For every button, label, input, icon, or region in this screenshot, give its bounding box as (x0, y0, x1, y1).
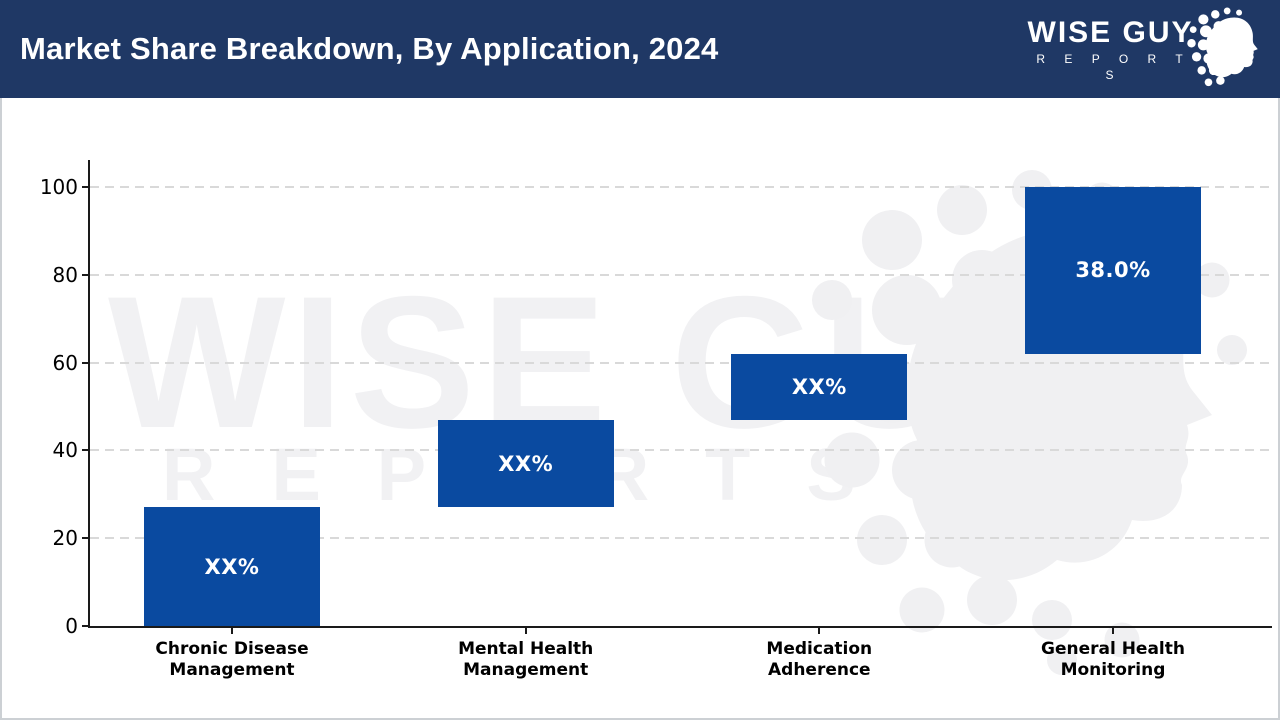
bar-value-label: XX% (498, 451, 554, 476)
y-axis (88, 160, 90, 628)
y-tick-label: 20 (52, 526, 78, 551)
category-label-line: Monitoring (1060, 660, 1166, 680)
category-label-line: Mental Health (458, 639, 594, 659)
y-tick-mark (82, 273, 90, 276)
y-tick-label: 40 (52, 438, 78, 463)
brand-name: WISE GUY (1027, 15, 1194, 49)
gridline (90, 186, 1272, 188)
y-tick-mark (82, 449, 90, 452)
category-label: General Health Monitoring (983, 639, 1243, 681)
y-tick-label: 100 (39, 175, 78, 199)
bar-value-label: XX% (204, 554, 260, 579)
y-tick-label: 0 (65, 614, 78, 638)
category-label-line: Medication (766, 639, 873, 659)
y-tick-mark (82, 537, 90, 540)
bar-3: XX% (731, 353, 908, 420)
gridline (90, 449, 1272, 452)
gridline (90, 273, 1272, 276)
page-title: Market Share Breakdown, By Application, … (20, 31, 719, 66)
brand-subtitle: R E P O R T S (1036, 51, 1191, 82)
y-tick-mark (82, 625, 90, 627)
brand-head-icon (1187, 7, 1258, 87)
y-tick-label: 80 (52, 262, 78, 287)
category-label-line: Management (463, 660, 589, 680)
x-tick-mark (1112, 626, 1114, 634)
y-tick-mark (82, 361, 90, 364)
bar-1: XX% (144, 507, 320, 626)
x-tick-mark (524, 626, 527, 634)
y-tick-label: 60 (52, 350, 78, 375)
bar-2: XX% (437, 419, 614, 508)
y-tick-mark (82, 186, 90, 188)
category-label: Medication Adherence (689, 639, 949, 681)
bar-4: 38.0% (1025, 187, 1201, 354)
x-tick-mark (818, 626, 821, 634)
x-axis (88, 626, 1272, 628)
header-bar: Market Share Breakdown, By Application, … (0, 0, 1280, 98)
brand-logo-text: WISE GUY R E P O R T S (1018, 15, 1203, 83)
bar-value-label: 38.0% (1075, 258, 1151, 283)
gridline (90, 537, 1272, 540)
category-label: Mental Health Management (396, 639, 656, 681)
category-label-line: Chronic Disease (155, 639, 309, 659)
category-label: Chronic Disease Management (102, 639, 362, 681)
category-label-line: Adherence (768, 660, 871, 680)
brand-logo: WISE GUY R E P O R T S (1018, 4, 1268, 96)
category-label-line: General Health (1040, 639, 1185, 659)
category-label-line: Management (169, 660, 295, 680)
bar-value-label: XX% (791, 374, 847, 399)
x-tick-mark (231, 626, 233, 634)
gridline (90, 361, 1272, 364)
